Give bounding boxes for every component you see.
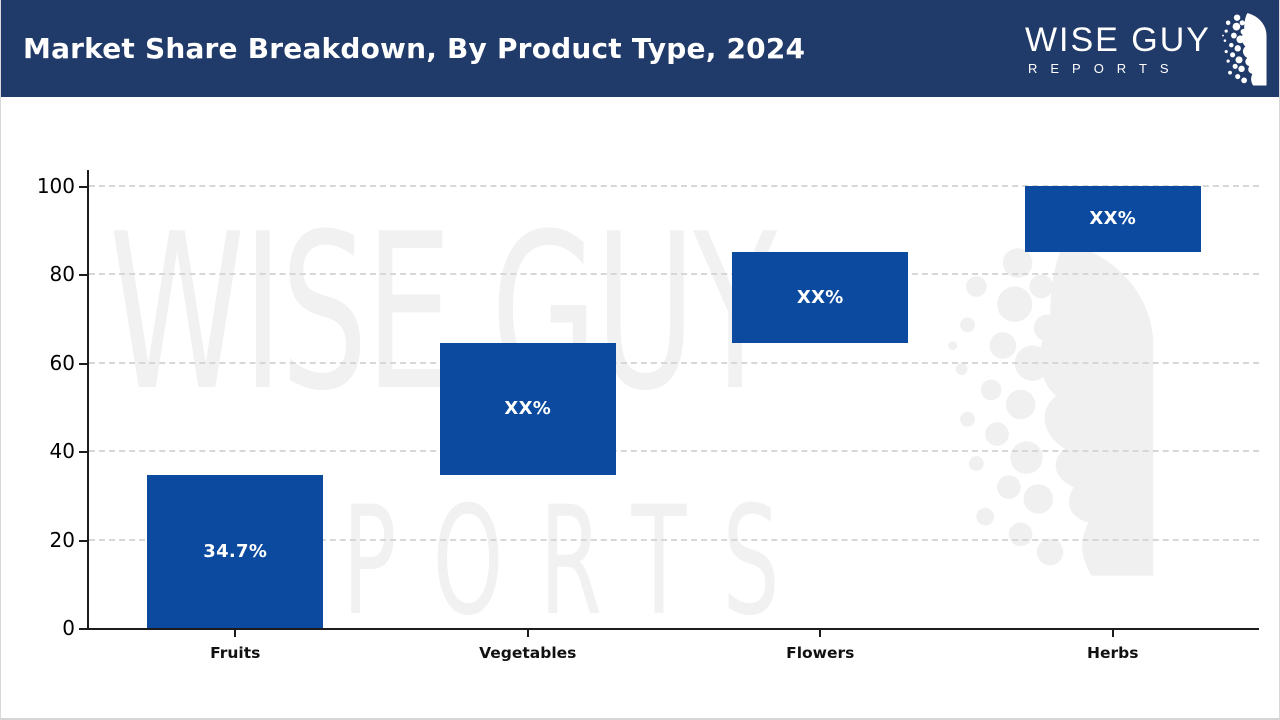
- dotted-head-profile-icon: [1222, 13, 1267, 86]
- x-tick-mark: [1111, 630, 1114, 637]
- y-tick-label: 80: [49, 262, 75, 287]
- x-tick-label: Fruits: [210, 644, 261, 662]
- header-banner: Market Share Breakdown, By Product Type,…: [1, 0, 1279, 97]
- y-tick-mark: [79, 539, 87, 542]
- x-tick-mark: [234, 630, 237, 637]
- logo-wordmark: WISE GUY: [1024, 21, 1211, 60]
- x-tick-label: Herbs: [1087, 644, 1139, 662]
- y-tick-mark: [79, 186, 87, 188]
- x-axis-spine: [87, 628, 1259, 630]
- grid-line: [89, 361, 1259, 364]
- logo-wordmark-block: WISE GUY REPORTS: [1024, 21, 1211, 76]
- x-tick-label: Flowers: [786, 644, 855, 662]
- y-tick-mark: [79, 628, 87, 630]
- y-axis-spine: [87, 170, 89, 630]
- y-tick-label: 0: [62, 616, 75, 640]
- grid-line: [89, 450, 1259, 453]
- y-tick-label: 40: [49, 439, 75, 464]
- bar-value-label: XX%: [796, 286, 844, 308]
- grid-line: [89, 538, 1259, 541]
- y-tick-label: 20: [49, 527, 75, 552]
- chart-title: Market Share Breakdown, By Product Type,…: [23, 32, 806, 65]
- x-tick-label: Vegetables: [479, 644, 577, 662]
- grid-line: [89, 273, 1259, 276]
- y-tick-label: 60: [49, 350, 75, 375]
- grid-line: [89, 185, 1259, 187]
- y-tick-mark: [79, 451, 87, 454]
- bar-value-label: XX%: [504, 398, 552, 420]
- y-tick-mark: [79, 362, 87, 365]
- bar-value-label: 34.7%: [203, 540, 268, 562]
- wiseguy-logo: WISE GUY REPORTS: [1025, 8, 1271, 90]
- bar-vegetables: XX%: [439, 342, 616, 475]
- logo-subtext: REPORTS: [1027, 60, 1182, 76]
- x-tick-mark: [526, 630, 529, 637]
- bar-value-label: XX%: [1089, 208, 1137, 230]
- y-tick-mark: [79, 274, 87, 277]
- x-tick-mark: [819, 630, 822, 637]
- chart-area: WISE GUY REPORTS 0 20 40 60 80 100 Fruits 34.7%…: [1, 97, 1279, 718]
- bar-flowers: XX%: [732, 251, 909, 343]
- y-tick-label: 100: [36, 174, 75, 198]
- bar-herbs: XX%: [1024, 186, 1201, 252]
- bar-fruits: 34.7%: [147, 474, 324, 628]
- watermark-head-icon: [948, 242, 1154, 576]
